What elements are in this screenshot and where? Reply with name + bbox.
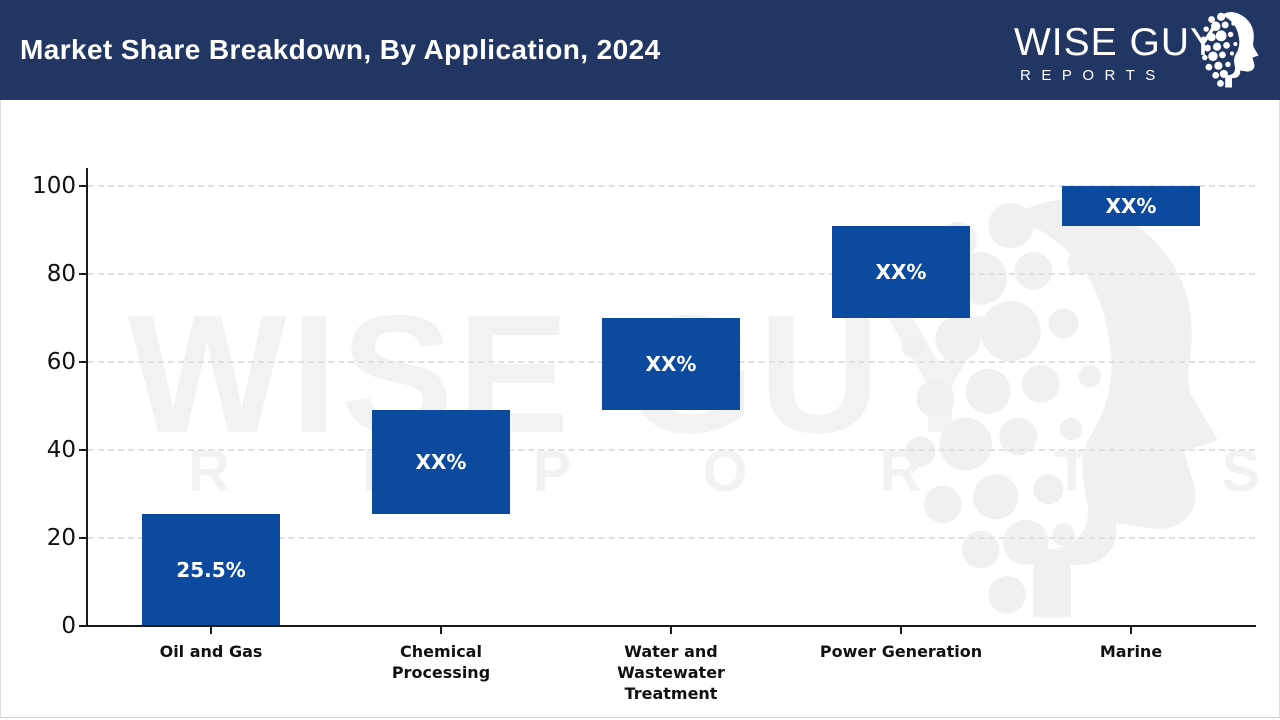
bar: 25.5% (142, 513, 280, 626)
y-tick-label: 40 (46, 437, 76, 463)
x-tick-label-line: Marine (1099, 642, 1163, 661)
x-tick-label: Marine (1016, 641, 1246, 662)
y-tick-label: 20 (46, 525, 76, 551)
page-title: Market Share Breakdown, By Application, … (20, 34, 661, 65)
y-tick-label: 80 (46, 261, 76, 287)
x-axis-line (86, 625, 1256, 627)
x-tick-mark (900, 627, 902, 634)
brand-wordmark: WISE GUY (1014, 21, 1217, 64)
y-tick-mark (79, 185, 86, 187)
gridline (88, 185, 1255, 187)
x-tick-mark (670, 627, 672, 634)
y-tick-label: 0 (61, 613, 76, 639)
x-tick-mark (210, 627, 212, 634)
page-border-bottom (0, 717, 1280, 718)
brand-reports: REPORTS (1020, 67, 1166, 84)
bar: XX% (1062, 186, 1200, 226)
bar-value-label: XX% (415, 450, 467, 475)
bar-value-label: XX% (1105, 193, 1157, 218)
x-tick-label-line: Processing (391, 663, 491, 682)
y-tick-mark (79, 449, 86, 451)
x-tick-label-line: Power Generation (819, 642, 983, 661)
brand-logo: WISE GUY REPORTS (1014, 12, 1259, 88)
bar-value-label: XX% (645, 352, 697, 377)
gridline (88, 449, 1255, 451)
x-tick-label: Oil and Gas (96, 641, 326, 662)
x-tick-label: Chemical Processing (326, 641, 556, 683)
x-tick-label: Water and Wastewater Treatment (556, 641, 786, 704)
bar: XX% (832, 225, 970, 318)
x-tick-label: Power Generation (786, 641, 1016, 662)
page-border-left (0, 100, 1, 718)
y-tick-label: 60 (46, 349, 76, 375)
y-tick-mark (79, 361, 86, 363)
y-tick-mark (79, 625, 86, 627)
y-tick-mark (79, 537, 86, 539)
gridline (88, 273, 1255, 275)
y-tick-mark (79, 273, 86, 275)
x-tick-mark (1130, 627, 1132, 634)
x-tick-label-line: Oil and Gas (159, 642, 263, 661)
bar-value-label: XX% (875, 259, 927, 284)
bar: XX% (372, 410, 510, 514)
y-axis-line (86, 168, 88, 627)
gridline (88, 537, 1255, 539)
x-tick-label-line: Chemical (400, 642, 482, 661)
y-tick-label: 100 (32, 173, 76, 199)
bar: XX% (602, 318, 740, 411)
header: Market Share Breakdown, By Application, … (0, 0, 1280, 100)
x-tick-label-line: Treatment (624, 684, 718, 703)
x-tick-mark (440, 627, 442, 634)
x-tick-label-line: Water and (624, 642, 718, 661)
brand-head-dots-icon (1201, 12, 1259, 88)
bar-value-label: 25.5% (176, 557, 246, 582)
x-tick-label-line: Wastewater (617, 663, 725, 682)
